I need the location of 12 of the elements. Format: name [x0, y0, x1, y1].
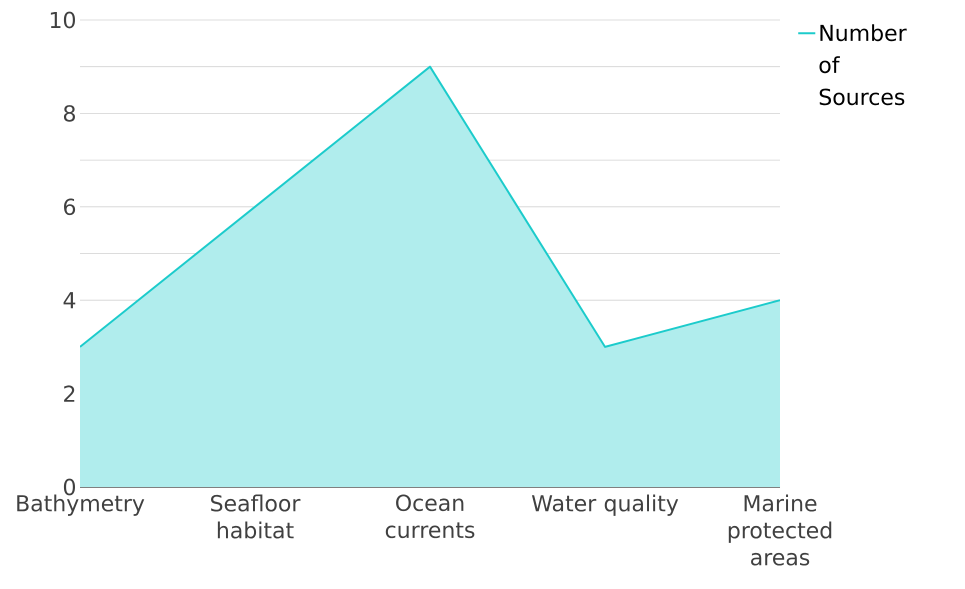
legend-label: Number of Sources: [819, 24, 907, 106]
y-tick-label: 10: [50, 12, 75, 28]
y-tick-label: 4: [64, 292, 76, 308]
y-tick-label: 8: [64, 105, 75, 122]
y-tick-label: 0: [64, 478, 76, 496]
y-tick-label: 2: [64, 385, 74, 402]
x-tick-label: Water quality: [532, 494, 678, 516]
x-tick-label: Bathymetry: [17, 494, 144, 516]
x-tick-label: Ocean currents: [386, 494, 474, 538]
x-tick-label: Marine protected areas: [728, 494, 832, 566]
y-tick-label: 6: [64, 198, 76, 216]
x-tick-label: Seafloor habitat: [211, 494, 300, 539]
